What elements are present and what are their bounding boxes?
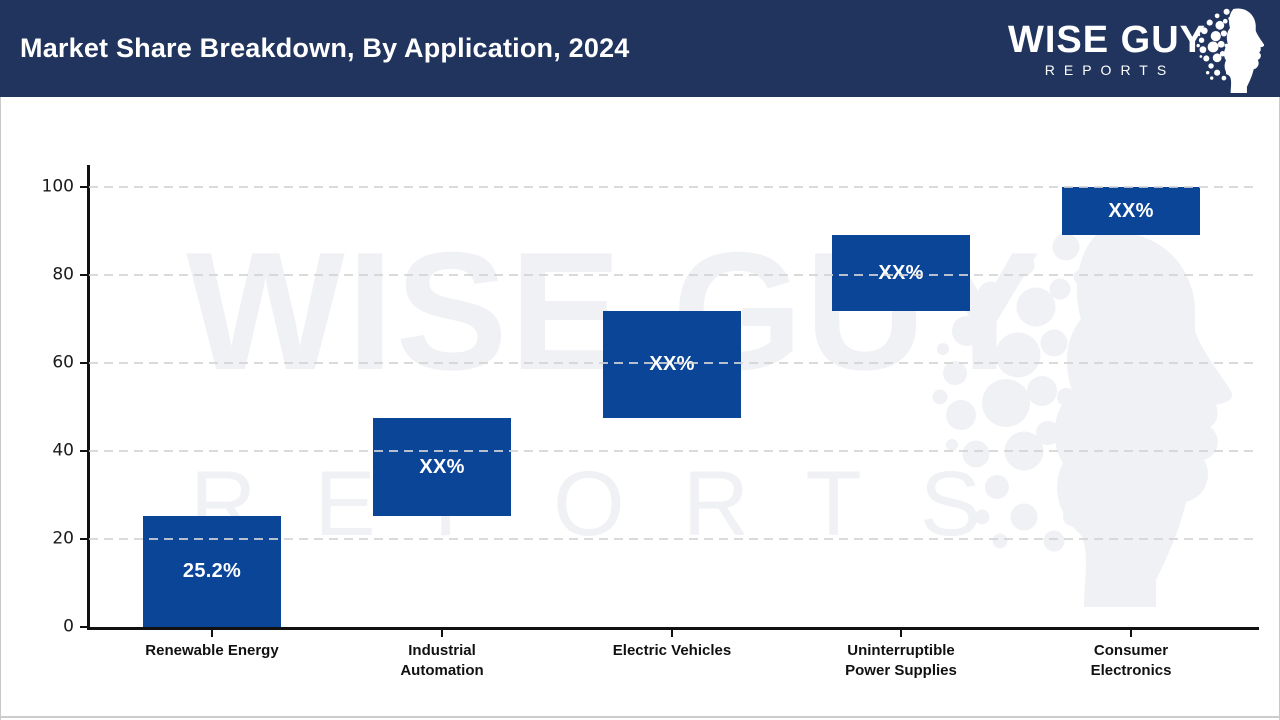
- gridline-60: [89, 362, 1259, 364]
- page-title: Market Share Breakdown, By Application, …: [20, 33, 630, 63]
- y-axis-line: [87, 165, 90, 629]
- y-tick-mark: [80, 450, 88, 452]
- x-tick-mark: [671, 629, 673, 637]
- x-axis-label: Renewable Energy: [145, 642, 279, 659]
- x-axis-label: Consumer Electronics: [1090, 642, 1172, 679]
- dotted-head-icon: [1196, 8, 1265, 93]
- bottom-divider: [1, 716, 1280, 718]
- chart-area: WISE GUY REPORTS 0 20 4: [0, 97, 1280, 720]
- x-axis-line: [87, 627, 1259, 630]
- x-tick-mark: [441, 629, 443, 637]
- y-tick-label: 40: [52, 440, 74, 461]
- x-axis-label: Uninterruptible Power Supplies: [845, 642, 957, 679]
- bar-segment: XX%: [1062, 187, 1200, 236]
- gridline-40: [89, 450, 1259, 452]
- y-tick-label: 60: [52, 352, 74, 373]
- y-tick-label: 0: [63, 616, 74, 637]
- plot: 0 20 40 60 80 100 25.2% Renewable Energy XX% Indu…: [1, 97, 1279, 720]
- logo-wordmark: WISE GUY: [1007, 18, 1206, 61]
- bar-value-label: 25.2%: [182, 560, 242, 583]
- y-tick-mark: [80, 538, 88, 540]
- gridline-80: [89, 274, 1259, 276]
- gridline-20: [89, 538, 1259, 540]
- bar-value-label: XX%: [649, 353, 694, 376]
- x-tick-mark: [900, 629, 902, 637]
- bar-value-label: XX%: [1108, 199, 1154, 222]
- x-tick-mark: [1130, 629, 1132, 637]
- bar-segment: XX%: [603, 311, 741, 418]
- y-tick-label: 20: [52, 528, 74, 549]
- logo-subtitle: REPORTS: [1044, 61, 1176, 78]
- bar-value-label: XX%: [878, 261, 924, 284]
- x-axis-label: Industrial Automation: [400, 642, 484, 679]
- x-axis-label: Electric Vehicles: [612, 642, 732, 659]
- gridline-100: [89, 186, 1259, 188]
- bar-segment: XX%: [373, 418, 511, 517]
- y-tick-mark: [80, 274, 88, 276]
- bar-segment: 25.2%: [143, 516, 281, 627]
- bar-segment: XX%: [832, 235, 970, 311]
- bar-value-label: XX%: [419, 455, 465, 478]
- y-tick-mark: [80, 626, 88, 628]
- wise-guy-reports-logo: WISE GUY REPORTS: [1008, 5, 1268, 93]
- y-tick-label: 80: [52, 264, 74, 285]
- y-tick-label: 100: [41, 176, 74, 197]
- y-tick-mark: [80, 362, 88, 364]
- header: Market Share Breakdown, By Application, …: [0, 0, 1280, 97]
- logo-text: WISE GUY REPORTS: [1008, 20, 1206, 78]
- x-tick-mark: [211, 629, 213, 637]
- y-tick-mark: [80, 186, 88, 188]
